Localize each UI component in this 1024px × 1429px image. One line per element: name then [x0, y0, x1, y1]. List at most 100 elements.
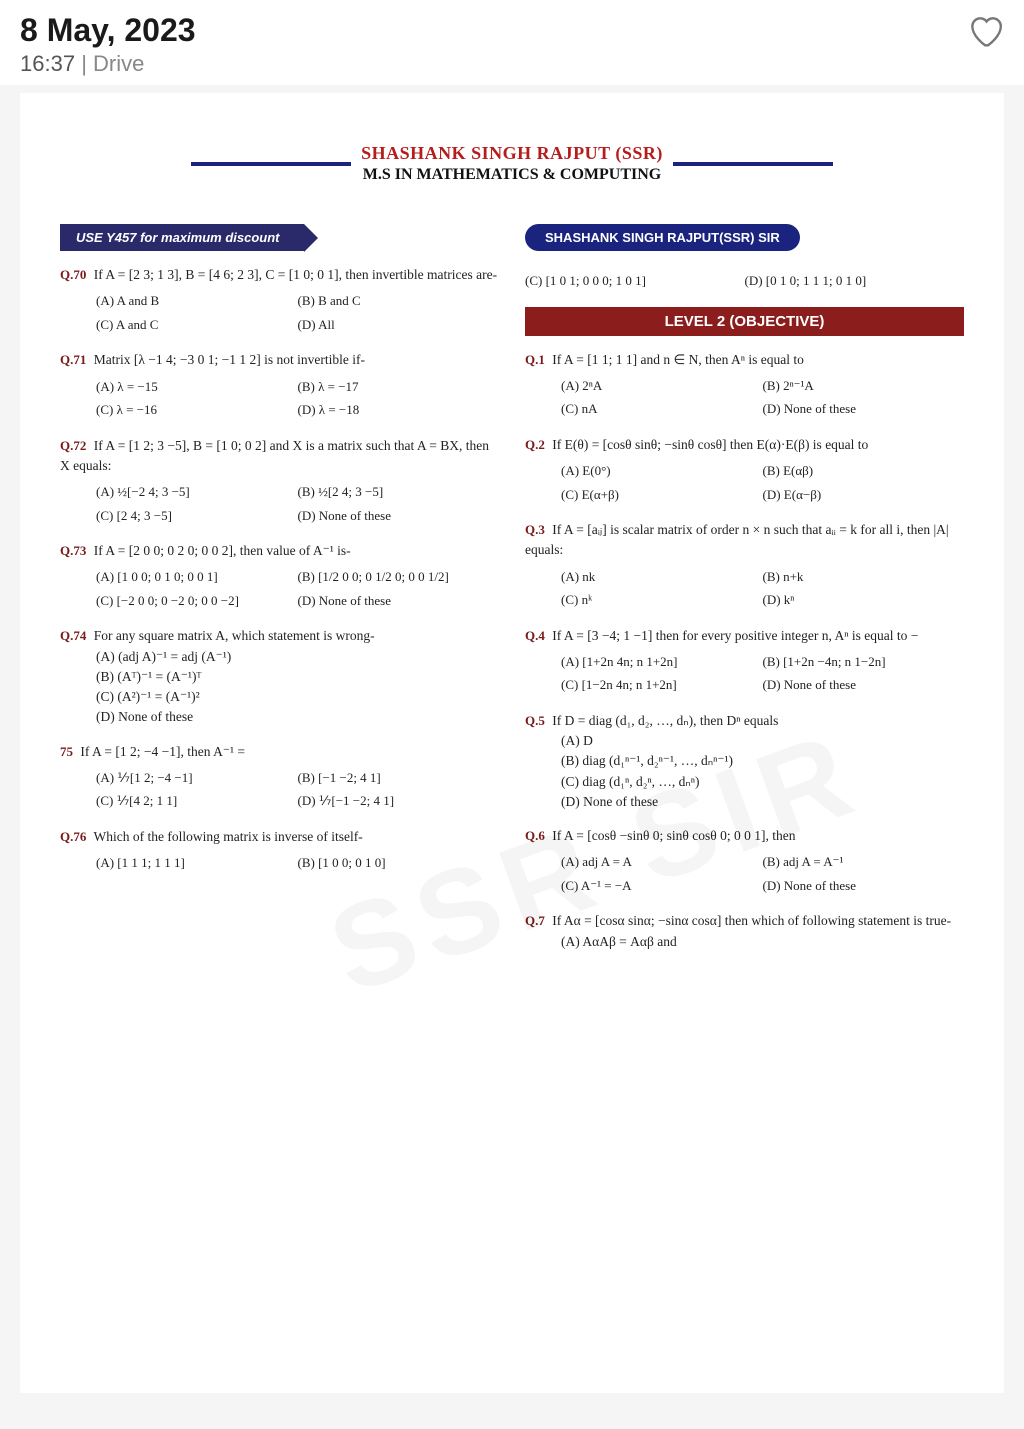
- page-header: SHASHANK SINGH RAJPUT (SSR) M.S IN MATHE…: [60, 143, 964, 184]
- q2-c: (C) E(α+β): [561, 483, 763, 507]
- q71-c: (C) λ = −16: [96, 398, 298, 422]
- question-7: Q.7 If Aα = [cosα sinα; −sinα cosα] then…: [525, 911, 964, 952]
- q1-b: (B) 2ⁿ⁻¹A: [763, 374, 965, 398]
- q6-b: (B) adj A = A⁻¹: [763, 850, 965, 874]
- sir-badge: SHASHANK SINGH RAJPUT(SSR) SIR: [525, 224, 800, 251]
- qnum: Q.6: [525, 828, 545, 843]
- q5-c: (C) diag (d₁ⁿ, d₂ⁿ, …, dₙⁿ): [561, 772, 964, 792]
- q3-c: (C) nᵏ: [561, 588, 763, 612]
- q4-a: (A) [1+2n 4n; n 1+2n]: [561, 650, 763, 674]
- q71-a: (A) λ = −15: [96, 375, 298, 399]
- question-1: Q.1 If A = [1 1; 1 1] and n ∈ N, then Aⁿ…: [525, 350, 964, 421]
- q70-a: (A) A and B: [96, 289, 298, 313]
- qnum: Q.71: [60, 352, 86, 367]
- viewer-titleblock: 8 May, 2023 16:37 | Drive: [20, 12, 966, 77]
- q2-b: (B) E(αβ): [763, 459, 965, 483]
- right-column: SHASHANK SINGH RAJPUT(SSR) SIR (C) [1 0 …: [525, 224, 964, 966]
- q70-b: (B) B and C: [298, 289, 500, 313]
- doc-subtitle: 16:37 | Drive: [20, 51, 966, 77]
- rule-right: [673, 162, 833, 166]
- q4-b: (B) [1+2n −4n; n 1−2n]: [763, 650, 965, 674]
- q76-b: (B) [1 0 0; 0 1 0]: [298, 851, 500, 875]
- q2-stem: If E(θ) = [cosθ sinθ; −sinθ cosθ] then E…: [552, 437, 868, 452]
- q70-d: (D) All: [298, 313, 500, 337]
- q76-a: (A) [1 1 1; 1 1 1]: [96, 851, 298, 875]
- q6-a: (A) adj A = A: [561, 850, 763, 874]
- qnum: Q.76: [60, 829, 86, 844]
- q3-b: (B) n+k: [763, 565, 965, 589]
- question-71: Q.71 Matrix [λ −1 4; −3 0 1; −1 1 2] is …: [60, 350, 499, 421]
- question-76: Q.76 Which of the following matrix is in…: [60, 827, 499, 875]
- level2-badge: LEVEL 2 (OBJECTIVE): [525, 307, 964, 336]
- q3-d: (D) kⁿ: [763, 588, 965, 612]
- cont-c: (C) [1 0 1; 0 0 0; 1 0 1]: [525, 269, 745, 293]
- document-page: SSR SIR SHASHANK SINGH RAJPUT (SSR) M.S …: [20, 93, 1004, 1393]
- q3-a: (A) nk: [561, 565, 763, 589]
- q71-stem: Matrix [λ −1 4; −3 0 1; −1 1 2] is not i…: [94, 352, 365, 367]
- q71-b: (B) λ = −17: [298, 375, 500, 399]
- favorite-button[interactable]: [966, 12, 1004, 55]
- qnum: 75: [60, 744, 73, 759]
- qnum: Q.4: [525, 628, 545, 643]
- left-column: USE Y457 for maximum discount Q.70 If A …: [60, 224, 499, 966]
- q75-c: (C) ⅐[4 2; 1 1]: [96, 789, 298, 813]
- q75-a: (A) ⅐[1 2; −4 −1]: [96, 766, 298, 790]
- q5-a: (A) D: [561, 731, 964, 751]
- qnum: Q.72: [60, 438, 86, 453]
- q73-d: (D) None of these: [298, 589, 500, 613]
- q73-c: (C) [−2 0 0; 0 −2 0; 0 0 −2]: [96, 589, 298, 613]
- q72-a: (A) ½[−2 4; 3 −5]: [96, 480, 298, 504]
- discount-badge: USE Y457 for maximum discount: [60, 224, 304, 251]
- q75-b: (B) [−1 −2; 4 1]: [298, 766, 500, 790]
- qnum: Q.73: [60, 543, 86, 558]
- qnum: Q.70: [60, 267, 86, 282]
- question-2: Q.2 If E(θ) = [cosθ sinθ; −sinθ cosθ] th…: [525, 435, 964, 506]
- q73-b: (B) [1/2 0 0; 0 1/2 0; 0 0 1/2]: [298, 565, 500, 589]
- q70-stem: If A = [2 3; 1 3], B = [4 6; 2 3], C = […: [94, 267, 497, 282]
- author-name: SHASHANK SINGH RAJPUT (SSR): [361, 143, 663, 164]
- q76-stem: Which of the following matrix is inverse…: [94, 829, 363, 844]
- q4-stem: If A = [3 −4; 1 −1] then for every posit…: [552, 628, 918, 643]
- q70-c: (C) A and C: [96, 313, 298, 337]
- q7-stem: If Aα = [cosα sinα; −sinα cosα] then whi…: [552, 913, 951, 928]
- q4-c: (C) [1−2n 4n; n 1+2n]: [561, 673, 763, 697]
- question-75: 75 If A = [1 2; −4 −1], then A⁻¹ = (A) ⅐…: [60, 742, 499, 813]
- question-74: Q.74 For any square matrix A, which stat…: [60, 626, 499, 727]
- q1-stem: If A = [1 1; 1 1] and n ∈ N, then Aⁿ is …: [552, 352, 804, 367]
- q72-stem: If A = [1 2; 3 −5], B = [1 0; 0 2] and X…: [60, 438, 489, 473]
- q75-stem: If A = [1 2; −4 −1], then A⁻¹ =: [80, 744, 245, 759]
- q2-a: (A) E(0°): [561, 459, 763, 483]
- q7-a: (A) AαAβ = Aαβ and: [561, 932, 964, 952]
- qnum: Q.1: [525, 352, 545, 367]
- question-6: Q.6 If A = [cosθ −sinθ 0; sinθ cosθ 0; 0…: [525, 826, 964, 897]
- cont-d: (D) [0 1 0; 1 1 1; 0 1 0]: [745, 269, 965, 293]
- qnum: Q.5: [525, 713, 545, 728]
- q1-c: (C) nA: [561, 397, 763, 421]
- q71-d: (D) λ = −18: [298, 398, 500, 422]
- q5-d: (D) None of these: [561, 792, 964, 812]
- q73-stem: If A = [2 0 0; 0 2 0; 0 0 2], then value…: [94, 543, 351, 558]
- qnum: Q.7: [525, 913, 545, 928]
- doc-location: Drive: [93, 51, 144, 76]
- qnum: Q.3: [525, 522, 545, 537]
- question-70: Q.70 If A = [2 3; 1 3], B = [4 6; 2 3], …: [60, 265, 499, 336]
- content-columns: USE Y457 for maximum discount Q.70 If A …: [60, 224, 964, 966]
- q72-c: (C) [2 4; 3 −5]: [96, 504, 298, 528]
- q2-d: (D) E(α−β): [763, 483, 965, 507]
- q72-b: (B) ½[2 4; 3 −5]: [298, 480, 500, 504]
- continued-opts: (C) [1 0 1; 0 0 0; 1 0 1] (D) [0 1 0; 1 …: [525, 269, 964, 293]
- qnum: Q.74: [60, 628, 86, 643]
- q6-stem: If A = [cosθ −sinθ 0; sinθ cosθ 0; 0 0 1…: [552, 828, 795, 843]
- q1-a: (A) 2ⁿA: [561, 374, 763, 398]
- question-72: Q.72 If A = [1 2; 3 −5], B = [1 0; 0 2] …: [60, 436, 499, 528]
- viewer-header: 8 May, 2023 16:37 | Drive: [0, 0, 1024, 85]
- q74-c: (C) (A²)⁻¹ = (A⁻¹)²: [96, 687, 499, 707]
- question-4: Q.4 If A = [3 −4; 1 −1] then for every p…: [525, 626, 964, 697]
- q73-a: (A) [1 0 0; 0 1 0; 0 0 1]: [96, 565, 298, 589]
- q5-stem: If D = diag (d₁, d₂, …, dₙ), then Dⁿ equ…: [552, 713, 778, 728]
- q6-d: (D) None of these: [763, 874, 965, 898]
- qnum: Q.2: [525, 437, 545, 452]
- doc-date: 8 May, 2023: [20, 12, 966, 49]
- question-3: Q.3 If A = [aᵢⱼ] is scalar matrix of ord…: [525, 520, 964, 612]
- q74-d: (D) None of these: [96, 707, 499, 727]
